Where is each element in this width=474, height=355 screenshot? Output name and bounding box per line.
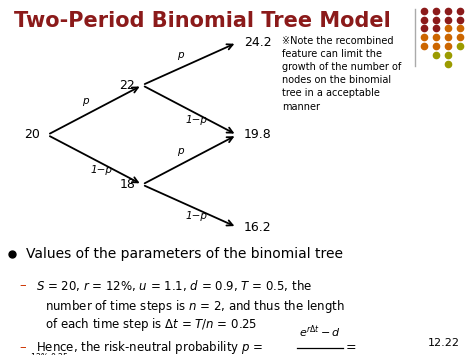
Text: $e^{r\Delta t}-d$: $e^{r\Delta t}-d$ (299, 323, 341, 340)
Text: 20: 20 (25, 129, 40, 141)
Text: number of time steps is $n$ = 2, and thus the length: number of time steps is $n$ = 2, and thu… (45, 297, 345, 315)
Text: –: – (19, 342, 26, 354)
Text: Two-Period Binomial Tree Model: Two-Period Binomial Tree Model (14, 11, 391, 31)
Text: p: p (177, 50, 183, 60)
Text: 1−p: 1−p (186, 211, 208, 221)
Text: Values of the parameters of the binomial tree: Values of the parameters of the binomial… (26, 247, 343, 261)
Text: ※Note the recombined
feature can limit the
growth of the number of
nodes on the : ※Note the recombined feature can limit t… (282, 36, 401, 111)
Text: 24.2: 24.2 (244, 36, 272, 49)
Text: p: p (82, 96, 89, 106)
Text: –: – (19, 279, 26, 292)
Text: =: = (346, 342, 356, 354)
Text: 18: 18 (119, 178, 135, 191)
Text: 16.2: 16.2 (244, 221, 272, 234)
Text: $e^{12\%{\cdot}0.25}-0.9$: $e^{12\%{\cdot}0.25}-0.9$ (23, 351, 100, 355)
Text: 22: 22 (119, 79, 135, 92)
Text: 1−p: 1−p (186, 115, 208, 125)
Text: Hence, the risk-neutral probability $p$ =: Hence, the risk-neutral probability $p$ … (36, 339, 263, 355)
Text: 19.8: 19.8 (244, 129, 272, 141)
Text: 12.22: 12.22 (428, 338, 460, 348)
Text: $S$ = 20, $r$ = 12%, $u$ = 1.1, $d$ = 0.9, $T$ = 0.5, the: $S$ = 20, $r$ = 12%, $u$ = 1.1, $d$ = 0.… (36, 278, 311, 293)
Text: of each time step is $\Delta t$ = $T$/$n$ = 0.25: of each time step is $\Delta t$ = $T$/$n… (45, 316, 257, 333)
Text: p: p (177, 146, 183, 156)
Text: 1−p: 1−p (91, 165, 113, 175)
